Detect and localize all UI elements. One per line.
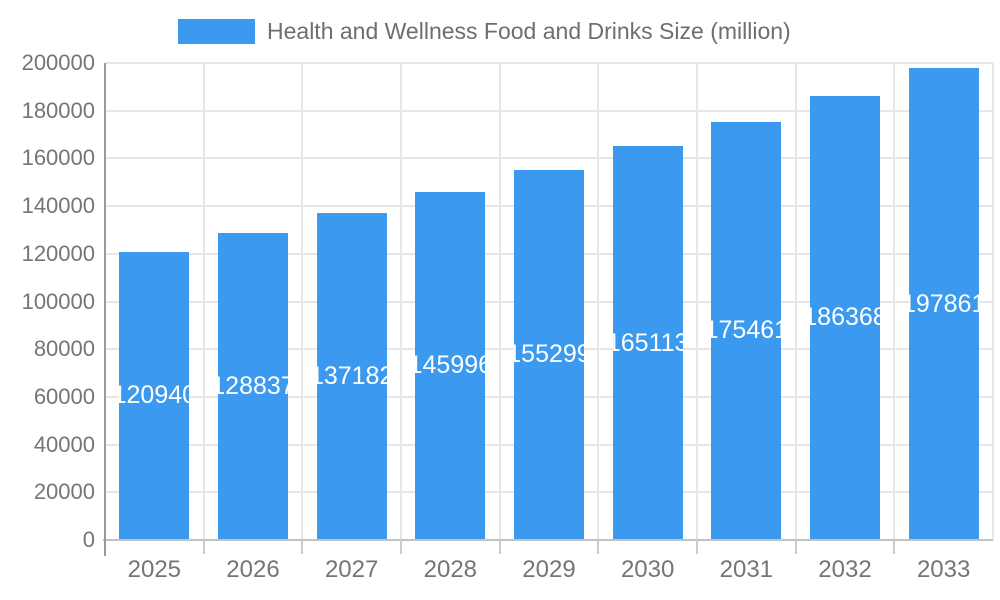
bar-value-label: 145996 (415, 351, 486, 380)
y-axis-tick-label: 140000 (21, 193, 95, 219)
bar-value-label: 197861 (908, 289, 979, 318)
x-axis-tick (301, 540, 304, 554)
x-axis-tick (794, 540, 797, 554)
gridline-vertical (696, 63, 698, 540)
gridline-vertical (400, 63, 402, 540)
bar-2031: 175461 (711, 121, 782, 540)
x-axis-tick (400, 540, 402, 554)
bar-value-label: 155299 (514, 340, 584, 369)
x-axis-baseline (103, 539, 993, 541)
x-axis-tick-label: 2025 (127, 556, 182, 583)
x-axis-tick-label: 2031 (719, 556, 774, 583)
bar-value-label: 165113 (612, 328, 683, 357)
gridline-vertical (893, 63, 896, 540)
bar-2026: 128837 (218, 232, 288, 540)
bar-value-label: 186368 (810, 303, 880, 332)
gridline-horizontal (105, 109, 993, 112)
x-axis-tick-label: 2027 (324, 556, 379, 583)
x-axis-tick-label: 2028 (423, 556, 478, 583)
bar-2025: 120940 (119, 251, 190, 540)
bar-2028: 145996 (415, 191, 486, 540)
gridline-vertical (597, 63, 600, 540)
bar-2029: 155299 (514, 169, 584, 540)
x-axis-tick-label: 2029 (522, 556, 576, 583)
bar-2032: 186368 (810, 95, 880, 540)
y-axis-tick-label: 20000 (33, 479, 95, 505)
gridline-vertical (498, 63, 501, 540)
y-axis-tick-label: 60000 (33, 383, 95, 409)
x-axis-tick (202, 540, 205, 554)
y-axis-tick-label: 0 (82, 527, 95, 552)
x-axis-tick-label: 2030 (620, 556, 675, 583)
gridline-vertical (992, 63, 994, 540)
y-axis-tick-label: 100000 (21, 288, 95, 314)
y-axis-tick-label: 120000 (21, 240, 95, 266)
y-axis-tick-label: 80000 (33, 336, 95, 362)
bar-value-label: 128837 (218, 371, 288, 400)
x-axis-tick (696, 540, 698, 554)
bar-2030: 165113 (612, 146, 683, 540)
legend: Health and Wellness Food and Drinks Size… (178, 18, 791, 44)
bar-value-label: 137182 (316, 361, 387, 390)
gridline-vertical (794, 63, 797, 540)
legend-label: Health and Wellness Food and Drinks Size… (267, 18, 791, 44)
x-axis-tick-label: 2026 (226, 556, 280, 583)
x-axis-tick-label: 2033 (916, 556, 971, 583)
legend-swatch (178, 19, 255, 44)
y-axis-tick-label: 200000 (21, 50, 95, 75)
y-axis-tick-label: 180000 (21, 97, 95, 123)
bar-value-label: 120940 (119, 381, 190, 410)
x-axis-tick (597, 540, 600, 554)
y-axis-line (104, 63, 106, 556)
gridline-horizontal (105, 62, 993, 64)
bar-value-label: 175461 (711, 316, 782, 345)
y-axis-tick-label: 40000 (33, 431, 95, 457)
bar-2027: 137182 (316, 212, 387, 540)
x-axis-tick (498, 540, 501, 554)
gridline-vertical (202, 63, 205, 540)
gridline-horizontal (105, 157, 993, 160)
gridline-vertical (301, 63, 304, 540)
y-axis-tick-label: 160000 (21, 145, 95, 171)
bar-2033: 197861 (908, 68, 979, 540)
x-axis-tick (893, 540, 896, 554)
x-axis-tick-label: 2032 (818, 556, 872, 583)
